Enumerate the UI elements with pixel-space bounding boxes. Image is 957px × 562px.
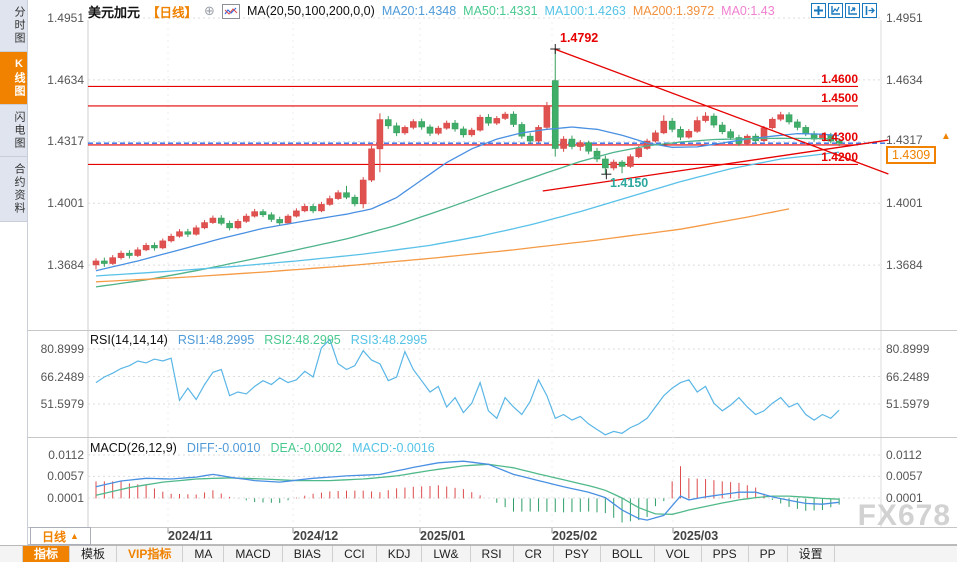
scroll-up-arrow-icon[interactable]: ▲ bbox=[941, 131, 951, 142]
tab-kdj[interactable]: KDJ bbox=[376, 546, 423, 562]
crosshair-move-icon[interactable] bbox=[811, 3, 826, 18]
ma100-readout: MA100:1.4263 bbox=[544, 4, 626, 18]
chart-type-icon[interactable] bbox=[221, 3, 240, 19]
sidebar-item-lightning-chart[interactable]: 闪电图 bbox=[0, 105, 27, 157]
macd-axis-right-2: 0.0057 bbox=[886, 469, 923, 483]
ma0-readout: MA0:1.43 bbox=[721, 4, 775, 18]
date-label-5: 2025/03 bbox=[673, 529, 719, 543]
tab-templates[interactable]: 模板 bbox=[70, 546, 118, 562]
macd-axis-left-2: 0.0057 bbox=[47, 469, 84, 483]
price-axis-right-3: 1.4317 bbox=[886, 133, 923, 147]
level-label-14300[interactable]: 1.4300 bbox=[821, 130, 858, 144]
rsi-title: RSI(14,14,14) bbox=[90, 333, 168, 347]
price-axis-left-3: 1.4317 bbox=[47, 134, 84, 148]
rsi-axis-left-2: 66.2489 bbox=[40, 370, 84, 384]
tab-vip-indicators[interactable]: VIP指标 bbox=[117, 546, 184, 562]
scroll-to-latest-icon[interactable] bbox=[862, 3, 877, 18]
dea-readout: DEA:-0.0002 bbox=[270, 441, 343, 455]
timeframe-label: 日线 bbox=[42, 529, 67, 544]
level-label-14200[interactable]: 1.4200 bbox=[821, 150, 858, 164]
price-axis-right-4: 1.4001 bbox=[886, 196, 923, 210]
tab-settings[interactable]: 设置 bbox=[787, 546, 835, 562]
level-label-14500[interactable]: 1.4500 bbox=[821, 91, 858, 105]
tab-vol[interactable]: VOL bbox=[654, 546, 702, 562]
rsi-axis-left-1: 80.8999 bbox=[40, 342, 84, 356]
tabbar-spacer bbox=[0, 546, 23, 562]
date-label-2: 2024/12 bbox=[293, 529, 339, 543]
sidebar-item-kline-chart[interactable]: K线图 bbox=[0, 52, 27, 105]
tab-psy[interactable]: PSY bbox=[553, 546, 601, 562]
tab-cr[interactable]: CR bbox=[513, 546, 554, 562]
expand-pane-icon[interactable] bbox=[845, 3, 860, 18]
sidebar: 分时图 K线图 闪电图 合约资料 bbox=[0, 0, 28, 562]
sidebar-item-time-chart[interactable]: 分时图 bbox=[0, 0, 27, 52]
macd-axis-left-1: 0.0112 bbox=[48, 448, 84, 462]
tab-lw[interactable]: LW& bbox=[422, 546, 471, 562]
macd-readout: MACD:-0.0016 bbox=[352, 441, 435, 455]
macd-header: MACD(26,12,9) DIFF:-0.0010 DEA:-0.0002 M… bbox=[90, 441, 435, 455]
ma50-readout: MA50:1.4331 bbox=[463, 4, 538, 18]
price-axis-right-1: 1.4951 bbox=[886, 11, 923, 25]
rsi-axis-right-1: 80.8999 bbox=[886, 342, 930, 356]
period-label: 【日线】 bbox=[147, 5, 198, 20]
tab-boll[interactable]: BOLL bbox=[600, 546, 655, 562]
price-axis-left-2: 1.4634 bbox=[47, 73, 84, 87]
timeframe-arrow-icon: ▲ bbox=[70, 531, 79, 541]
diff-readout: DIFF:-0.0010 bbox=[186, 441, 261, 455]
tab-bias[interactable]: BIAS bbox=[282, 546, 334, 562]
macd-axis-right-1: 0.0112 bbox=[886, 448, 922, 462]
macd-axis-right-3: 0.0001 bbox=[886, 491, 923, 505]
add-overlay-icon[interactable]: ⊕ bbox=[204, 3, 215, 18]
tab-macd[interactable]: MACD bbox=[224, 546, 283, 562]
current-price-tag: 1.4309 bbox=[886, 146, 937, 164]
tab-pps[interactable]: PPS bbox=[701, 546, 749, 562]
rsi-axis-right-2: 66.2489 bbox=[886, 370, 930, 384]
sidebar-strip: 分时图 K线图 闪电图 合约资料 bbox=[0, 0, 27, 222]
chart-toolbar bbox=[811, 3, 877, 18]
rsi-axis-right-3: 51.5979 bbox=[886, 397, 930, 411]
tab-cci[interactable]: CCI bbox=[333, 546, 377, 562]
ma20-readout: MA20:1.4348 bbox=[381, 4, 457, 18]
tab-pp[interactable]: PP bbox=[748, 546, 788, 562]
date-label-4: 2025/02 bbox=[552, 529, 598, 543]
low-price-annotation: 1.4150 bbox=[610, 176, 649, 190]
price-axis-left-5: 1.3684 bbox=[47, 258, 84, 272]
price-axis-right-2: 1.4634 bbox=[886, 73, 923, 87]
price-axis-left-1: 1.4951 bbox=[47, 11, 84, 25]
price-axis-right-5: 1.3684 bbox=[886, 258, 923, 272]
macd-title: MACD(26,12,9) bbox=[90, 441, 177, 455]
price-axis-left-4: 1.4001 bbox=[47, 196, 84, 210]
ma-settings-label: MA(20,50,100,200,0,0) bbox=[246, 4, 375, 18]
rsi3-readout: RSI3:48.2995 bbox=[350, 333, 428, 347]
ma200-readout: MA200:1.3972 bbox=[632, 4, 715, 18]
sidebar-item-contract-info[interactable]: 合约资料 bbox=[0, 157, 27, 222]
watermark: FX678 bbox=[857, 499, 951, 532]
symbol-name: 美元加元 bbox=[88, 4, 141, 20]
rsi-axis-left-3: 51.5979 bbox=[40, 397, 84, 411]
date-label-3: 2025/01 bbox=[420, 529, 466, 543]
tab-ma[interactable]: MA bbox=[183, 546, 225, 562]
peak-price-annotation: 1.4792 bbox=[560, 31, 599, 45]
compress-pane-icon[interactable] bbox=[828, 3, 843, 18]
date-label-1: 2024/11 bbox=[168, 529, 213, 543]
tab-indicators[interactable]: 指标 bbox=[23, 546, 71, 562]
tab-rsi[interactable]: RSI bbox=[470, 546, 514, 562]
rsi-header: RSI(14,14,14) RSI1:48.2995 RSI2:48.2995 … bbox=[90, 333, 427, 347]
timeframe-selector[interactable]: 日线 ▲ bbox=[30, 527, 91, 545]
macd-axis-left-3: 0.0001 bbox=[47, 491, 84, 505]
rsi1-readout: RSI1:48.2995 bbox=[177, 333, 255, 347]
chart-header: 美元加元 【日线】 ⊕ MA(20,50,100,200,0,0) MA20:1… bbox=[88, 3, 775, 20]
indicator-tabbar: 指标 模板 VIP指标 MA MACD BIAS CCI KDJ LW& RSI… bbox=[0, 545, 957, 562]
rsi2-readout: RSI2:48.2995 bbox=[264, 333, 341, 347]
level-label-14600[interactable]: 1.4600 bbox=[821, 72, 858, 86]
